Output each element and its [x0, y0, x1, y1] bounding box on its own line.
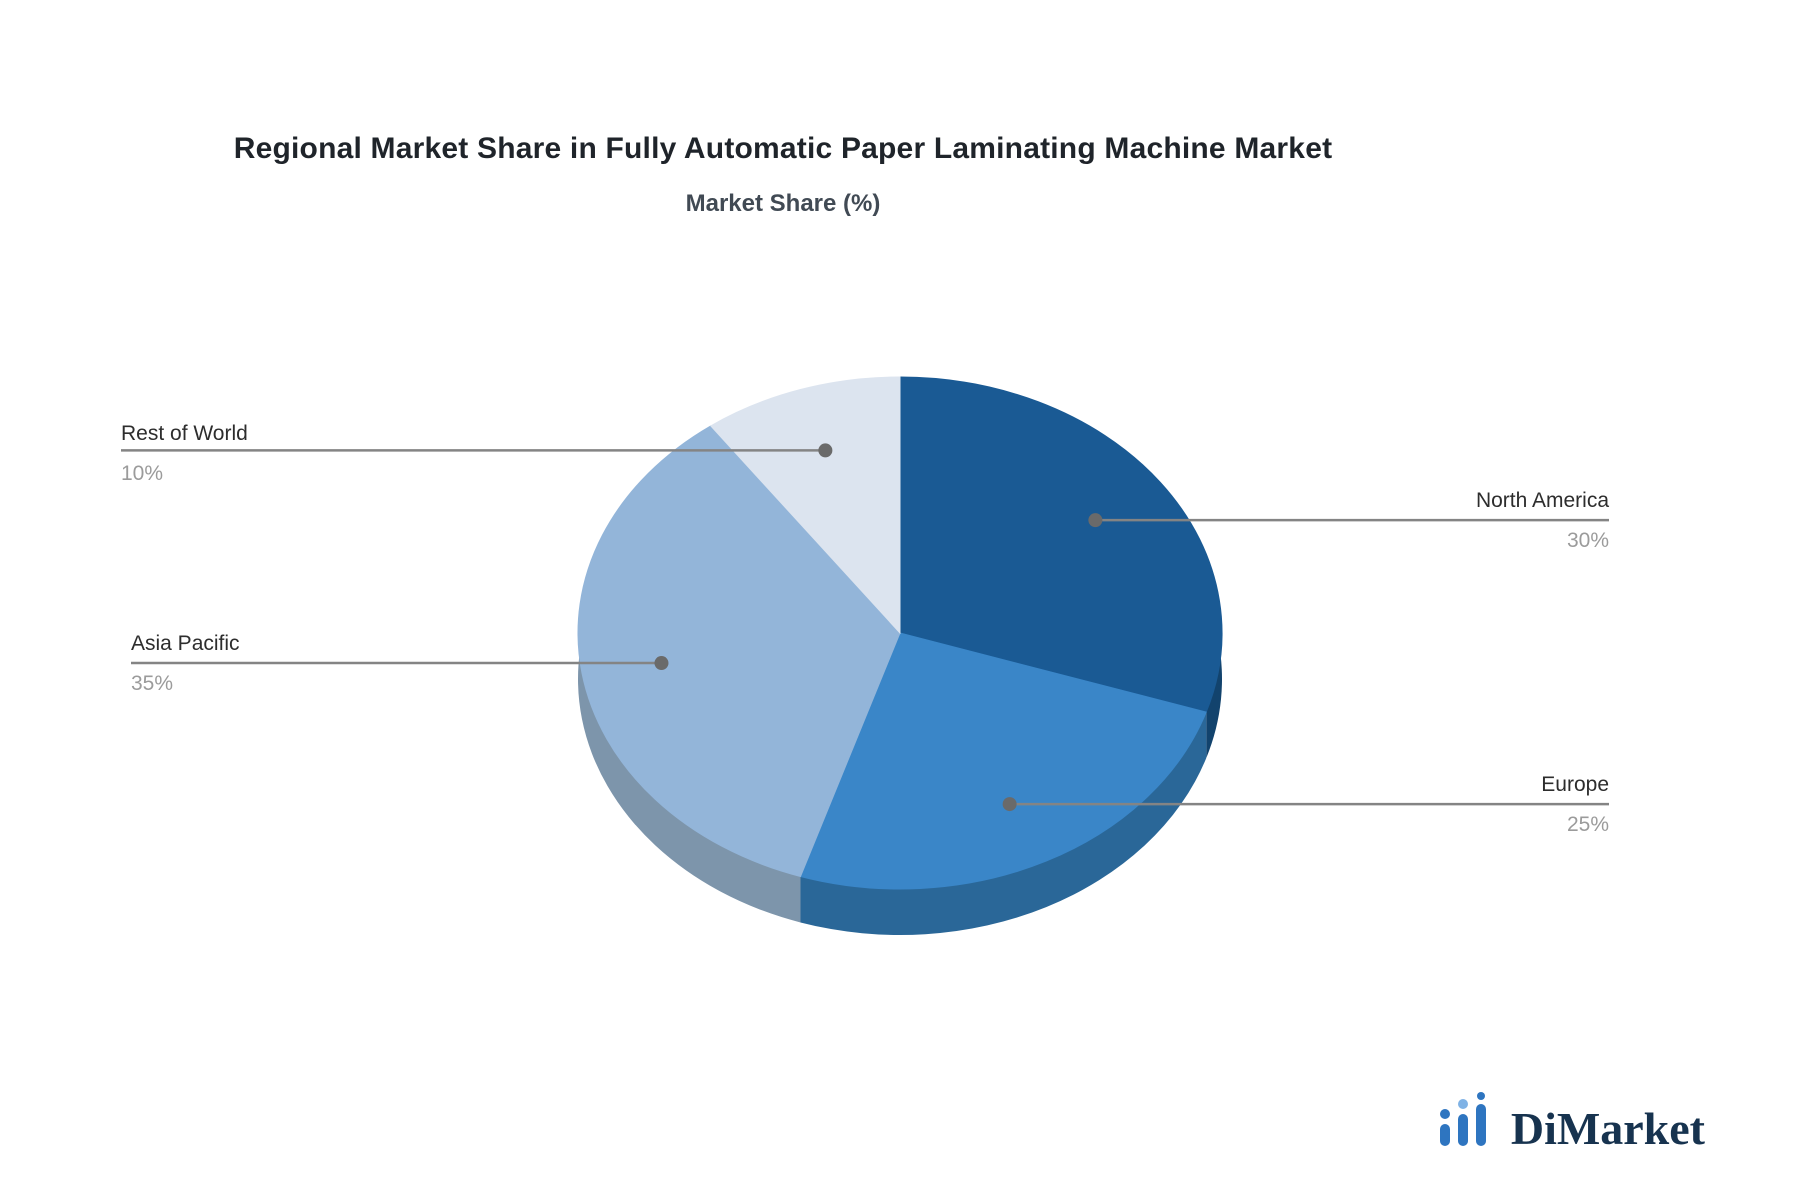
pie-slice-rest-of-world: [709, 376, 901, 635]
slice-label-pct: 10%: [121, 462, 164, 485]
pie-slice-north-america: [899, 376, 1223, 713]
slice-label-pct: 25%: [1566, 813, 1609, 836]
slice-label-europe: Europe 25%: [1541, 772, 1609, 837]
leader-dot: [818, 443, 833, 458]
pie-slice-side: [578, 425, 801, 923]
slice-label-north-america: North America 30%: [1476, 488, 1609, 553]
pie-slice-side: [800, 712, 1207, 935]
leader-dot: [1002, 797, 1017, 812]
slice-label-rest-of-world: Rest of World 10%: [121, 421, 248, 486]
slice-label-name: Europe: [1541, 773, 1609, 796]
chart-title: Regional Market Share in Fully Automatic…: [233, 132, 1333, 165]
brand-logo: DiMarket: [1435, 1092, 1705, 1154]
slice-label-pct: 35%: [131, 672, 174, 695]
brand-logo-text: DiMarket: [1510, 1102, 1705, 1154]
leader-dot: [654, 656, 669, 671]
slice-label-name: Rest of World: [121, 422, 248, 445]
pie-slice-asia-pacific: [577, 425, 901, 878]
leader-dot: [1088, 513, 1103, 528]
slice-label-name: North America: [1475, 489, 1609, 512]
slice-label-pct: 30%: [1566, 529, 1609, 552]
bar-chart-logo-icon: [1439, 1092, 1486, 1146]
chart-subtitle: Market Share (%): [685, 190, 881, 217]
slice-label-asia-pacific: Asia Pacific 35%: [131, 631, 240, 696]
pie-slice-europe: [799, 632, 1207, 890]
slice-label-name: Asia Pacific: [131, 632, 240, 655]
